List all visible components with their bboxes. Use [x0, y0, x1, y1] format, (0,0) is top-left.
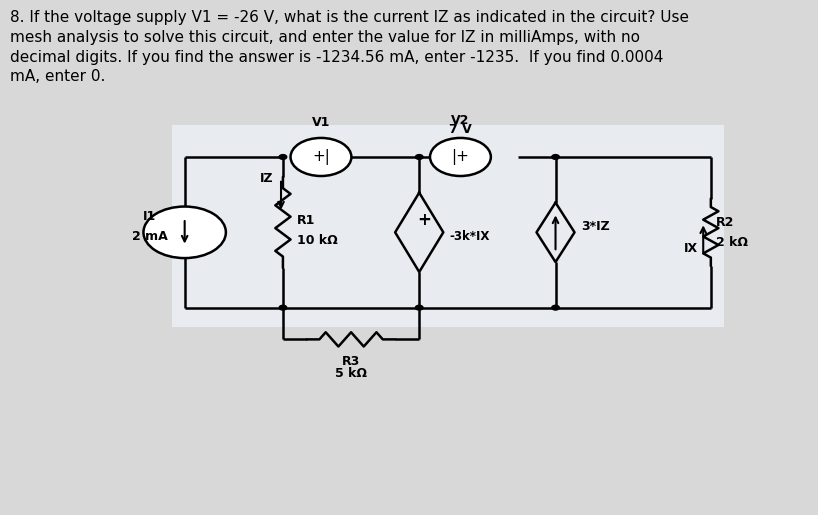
Circle shape	[279, 305, 287, 310]
Text: R1: R1	[297, 214, 315, 227]
Text: IZ: IZ	[260, 173, 274, 185]
Circle shape	[143, 207, 226, 258]
Circle shape	[551, 154, 560, 159]
Circle shape	[279, 154, 287, 159]
Text: 8. If the voltage supply V1 = -26 V, what is the current IZ as indicated in the : 8. If the voltage supply V1 = -26 V, wha…	[10, 10, 689, 84]
Circle shape	[290, 138, 352, 176]
Circle shape	[551, 305, 560, 310]
Text: 3*IZ: 3*IZ	[581, 220, 609, 233]
Text: 5 kΩ: 5 kΩ	[335, 367, 367, 380]
Text: R2: R2	[716, 216, 735, 229]
Text: 2 mA: 2 mA	[132, 230, 168, 243]
Circle shape	[430, 138, 491, 176]
Text: 7 V: 7 V	[449, 124, 472, 136]
FancyBboxPatch shape	[172, 125, 724, 328]
Text: V1: V1	[312, 116, 330, 129]
Text: |+: |+	[452, 149, 470, 165]
Circle shape	[416, 305, 423, 310]
Text: +|: +|	[312, 149, 330, 165]
Text: +: +	[417, 212, 431, 229]
Text: 2 kΩ: 2 kΩ	[716, 236, 748, 249]
Text: IX: IX	[684, 242, 698, 255]
Text: -3k*IX: -3k*IX	[450, 230, 490, 243]
Circle shape	[416, 154, 423, 159]
Text: 10 kΩ: 10 kΩ	[297, 234, 338, 247]
Text: R3: R3	[342, 355, 360, 368]
Text: V2: V2	[452, 114, 470, 127]
Text: I1: I1	[143, 210, 156, 223]
